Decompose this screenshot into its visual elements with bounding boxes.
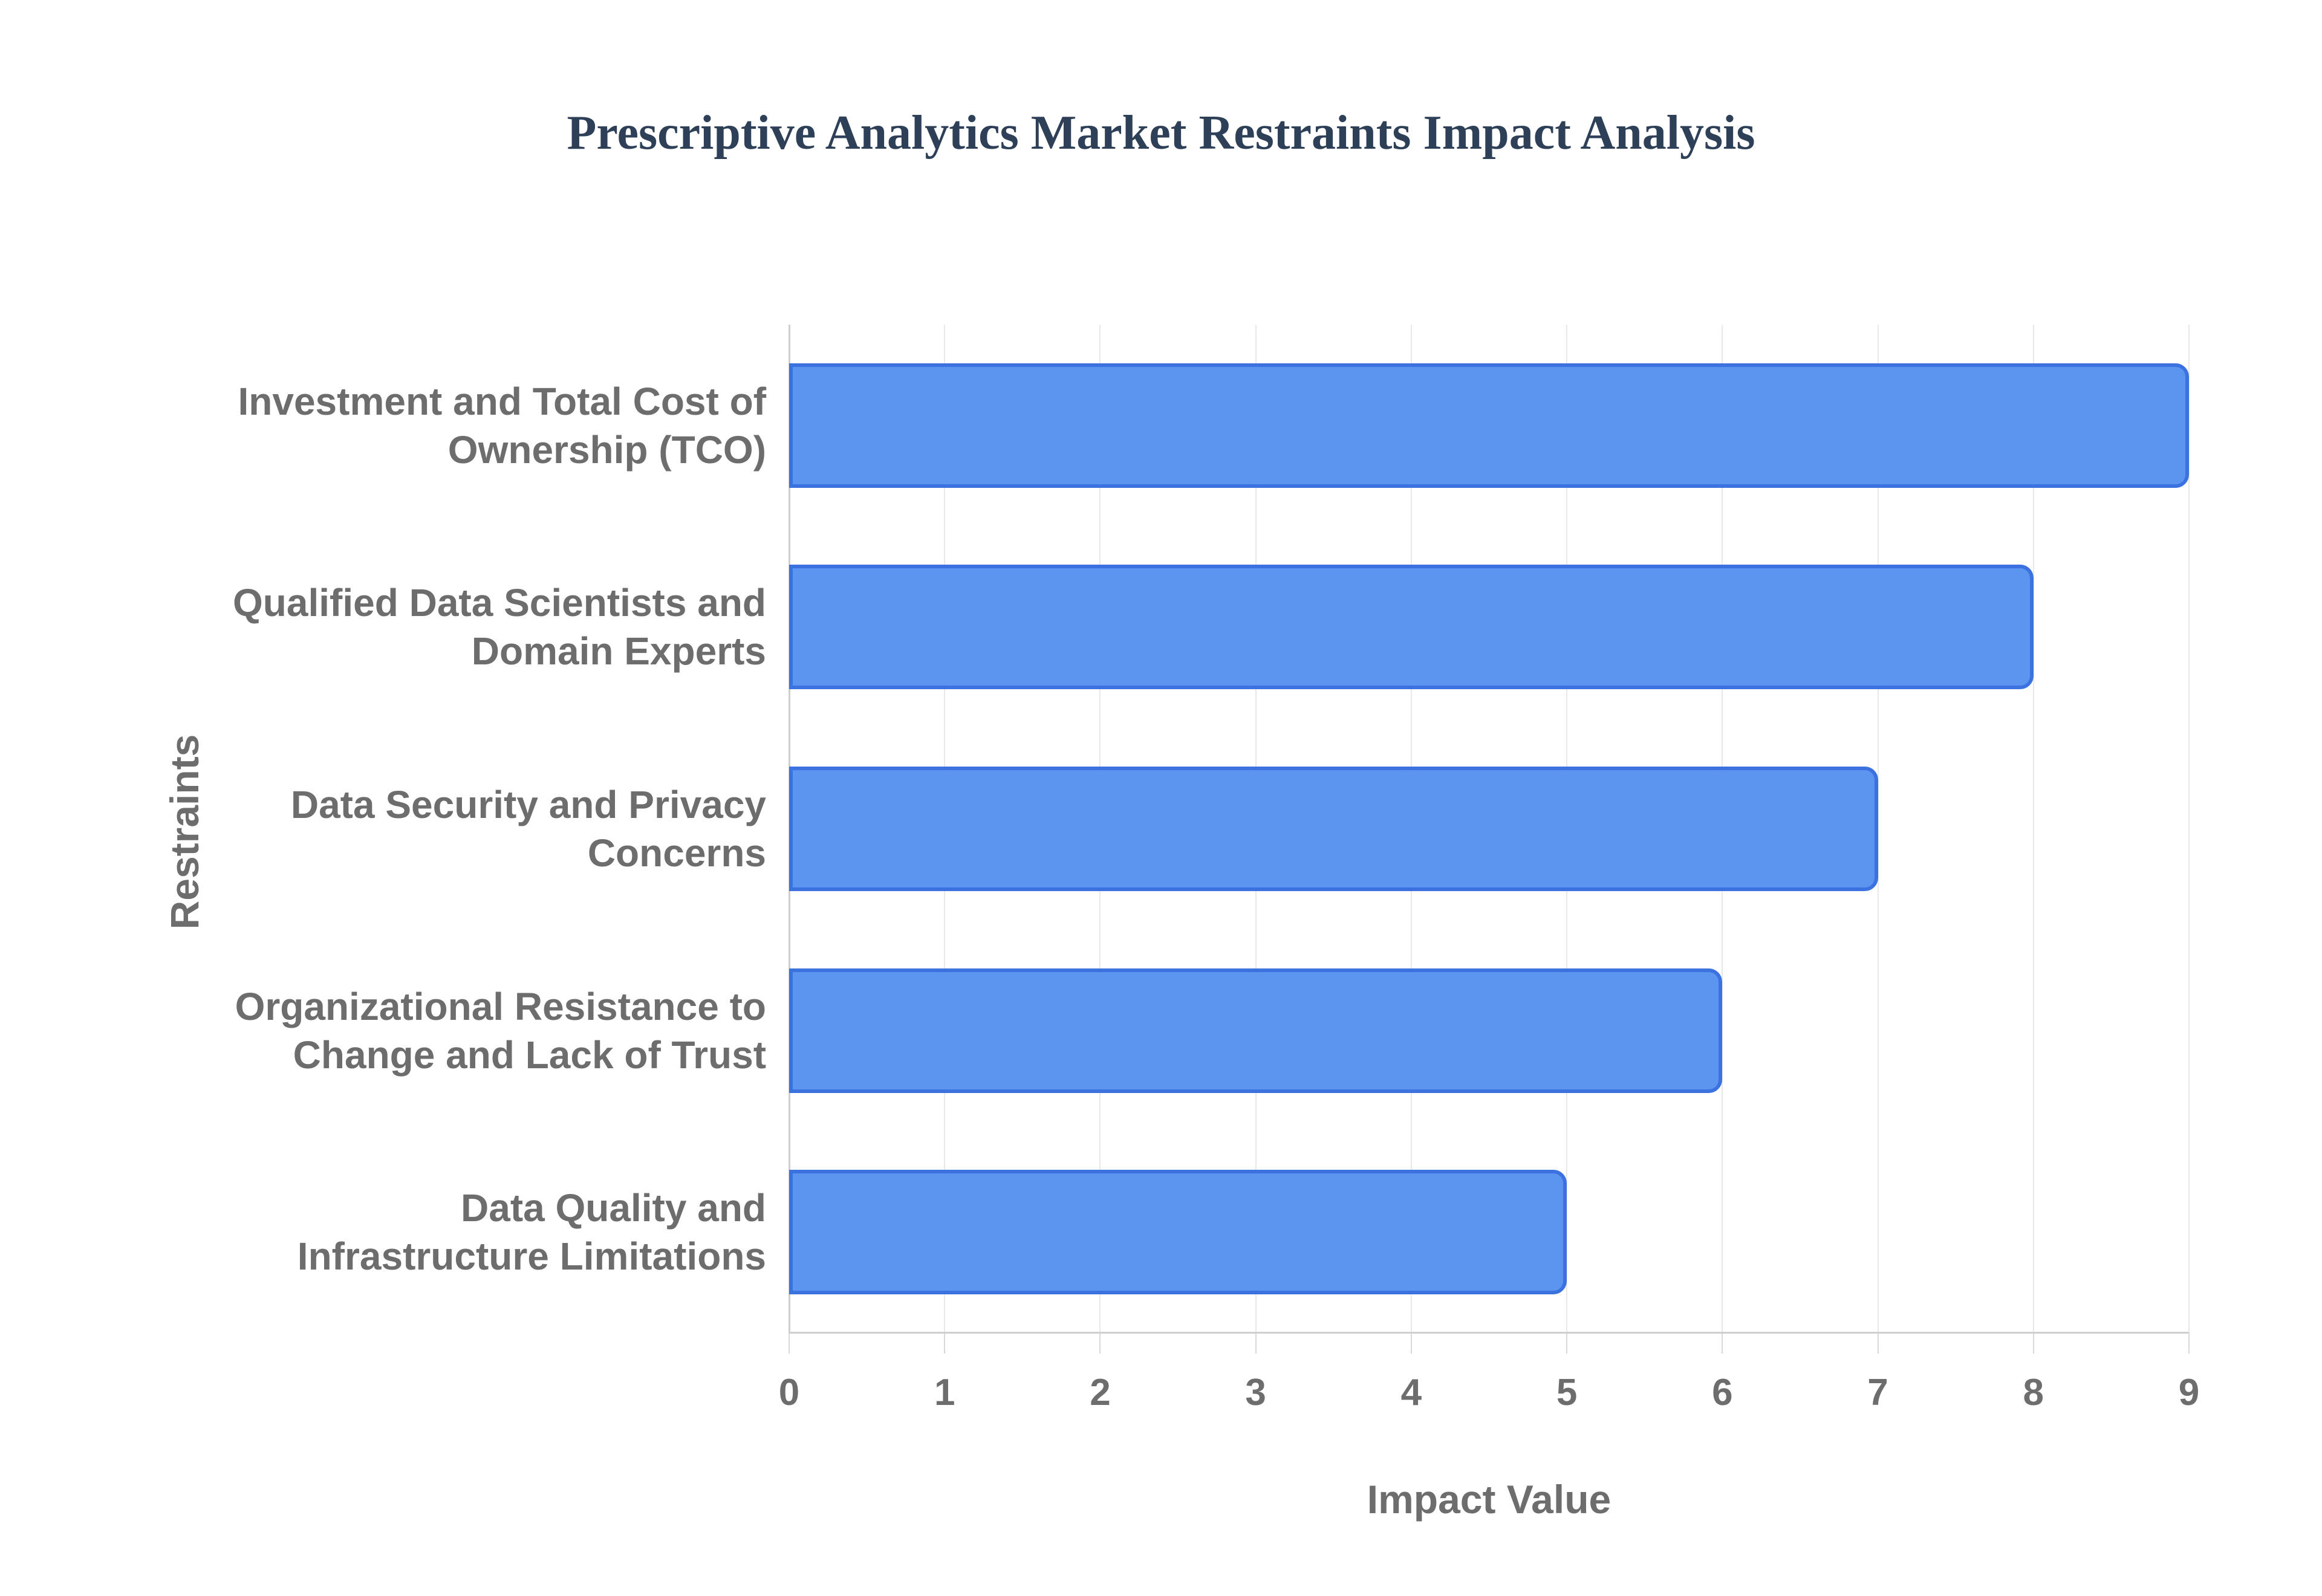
x-tick-mark (1722, 1333, 1723, 1354)
x-tick-label: 9 (2178, 1372, 2200, 1413)
x-tick-label: 4 (1400, 1372, 1422, 1413)
x-tick-mark (1410, 1333, 1412, 1354)
x-axis-line (789, 1332, 2189, 1334)
x-tick-label: 1 (934, 1372, 955, 1413)
bar-1[interactable] (789, 565, 2034, 690)
category-label-0: Investment and Total Cost of Ownership (T… (238, 379, 766, 472)
x-tick-mark (1255, 1333, 1257, 1354)
x-tick-mark (1099, 1333, 1101, 1354)
category-label-1: Qualified Data Scientists and Domain Expe… (233, 581, 766, 673)
x-tick-label: 2 (1090, 1372, 1111, 1413)
x-tick-mark (2188, 1333, 2190, 1354)
bar-0[interactable] (789, 363, 2189, 488)
x-tick-mark (789, 1333, 790, 1354)
bar-3[interactable] (789, 968, 1723, 1093)
category-label-3: Organizational Resistance to Change and L… (235, 984, 766, 1077)
x-tick-label: 8 (2023, 1372, 2044, 1413)
category-label-4: Data Quality and Infrastructure Limitatio… (297, 1186, 766, 1279)
x-tick-label: 7 (1867, 1372, 1888, 1413)
x-tick-mark (1566, 1333, 1568, 1354)
category-label-2: Data Security and Privacy Concerns (290, 782, 766, 875)
x-tick-mark (1877, 1333, 1879, 1354)
category-axis-labels: Investment and Total Cost of Ownership (T… (198, 325, 766, 1333)
plot-area (789, 325, 2190, 1354)
x-tick-label: 5 (1556, 1372, 1578, 1413)
bar-4[interactable] (789, 1170, 1567, 1295)
x-axis-tick-labels: 0 1 2 3 4 5 6 7 8 9 (779, 1371, 2199, 1419)
x-tick-label: 0 (778, 1372, 800, 1413)
x-tick-mark (2032, 1333, 2034, 1354)
gridline (2032, 325, 2034, 1333)
x-tick-mark (944, 1333, 946, 1354)
gridline (2188, 325, 2190, 1333)
x-tick-label: 3 (1245, 1372, 1266, 1413)
x-axis-title: Impact Value (1367, 1477, 1611, 1522)
gridline (1877, 325, 1879, 1333)
chart-title: Prescriptive Analytics Market Restraints… (567, 106, 1755, 160)
bar-2[interactable] (789, 767, 1878, 891)
x-tick-label: 6 (1712, 1372, 1733, 1413)
